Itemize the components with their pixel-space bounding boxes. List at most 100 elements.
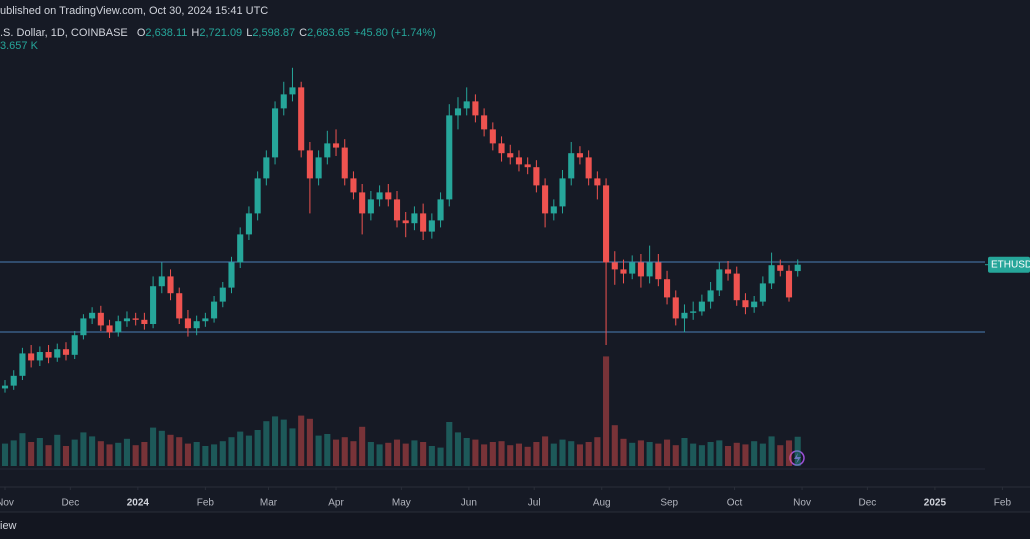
- ohlc-value: 2,721.09: [199, 27, 243, 39]
- candle-body: [785, 270, 793, 298]
- volume-bar: [97, 441, 104, 466]
- x-tick-label: Oct: [727, 498, 743, 509]
- volume-bar: [420, 442, 427, 466]
- price-label: ETHUSD: [991, 259, 1030, 270]
- volume-bar: [237, 431, 244, 466]
- volume-bar: [28, 442, 35, 466]
- volume-bar: [385, 442, 392, 466]
- candle-body: [463, 101, 470, 109]
- volume-bar: [489, 442, 496, 466]
- volume-bar: [498, 441, 505, 466]
- volume-bar: [376, 444, 383, 466]
- volume-bar: [707, 442, 714, 466]
- volume-bar: [45, 445, 52, 466]
- volume-bar: [629, 442, 636, 466]
- volume-bar: [663, 439, 671, 466]
- candle-body: [498, 143, 505, 154]
- x-tick-label: Jul: [528, 498, 541, 509]
- volume-bar: [794, 436, 801, 466]
- volume-bar: [1, 443, 9, 466]
- candle-body: [533, 167, 540, 186]
- candle-body: [585, 157, 592, 179]
- candle-body: [123, 318, 131, 322]
- volume-bar: [690, 443, 697, 466]
- candle-body: [733, 273, 740, 301]
- alert-icon[interactable]: [789, 450, 805, 466]
- drawn-lines: [0, 261, 985, 333]
- volume-bar: [184, 443, 191, 466]
- candle-body: [420, 213, 427, 232]
- volume-bar: [716, 440, 723, 466]
- volume-bar: [611, 425, 618, 466]
- candle-body: [367, 199, 374, 214]
- volume-bar: [585, 442, 592, 466]
- candle-body: [298, 87, 305, 151]
- x-tick-label: Dec: [61, 498, 79, 509]
- volume-bar: [594, 437, 601, 466]
- volume-bar: [733, 442, 740, 466]
- volume-bar: [306, 418, 313, 466]
- candle-body: [489, 129, 496, 144]
- volume-bar: [332, 439, 340, 466]
- candle-body: [550, 206, 557, 214]
- bottom-bar: [0, 512, 1030, 539]
- candle-body: [446, 115, 453, 200]
- volume-bar: [393, 439, 401, 466]
- candle-body: [716, 269, 723, 291]
- volume-bar: [263, 421, 270, 466]
- volume-bar: [158, 430, 165, 466]
- footer-text: iew: [0, 520, 17, 532]
- candle-body: [507, 153, 514, 158]
- candle-body: [637, 262, 644, 277]
- volume-bar: [211, 444, 218, 466]
- candle-body: [402, 220, 409, 224]
- candle-body: [454, 108, 462, 116]
- volume-bar: [193, 442, 200, 466]
- candle-body: [611, 262, 618, 270]
- ohlc-key: L: [246, 27, 253, 39]
- candle-body: [724, 269, 732, 274]
- candle-body: [672, 297, 679, 319]
- candle-body: [272, 108, 279, 158]
- volume-bar: [245, 435, 252, 466]
- candle-body: [54, 349, 61, 358]
- volume-bar: [472, 439, 479, 466]
- candle-body: [245, 213, 252, 235]
- candle-body: [237, 234, 244, 263]
- ohlc-value: 2,638.11: [145, 27, 188, 39]
- volume-bar: [446, 422, 453, 466]
- volume-bar: [89, 436, 96, 466]
- volume-bar: [481, 444, 488, 466]
- volume-bar: [176, 437, 183, 466]
- volume-bar: [785, 440, 793, 466]
- candle-body: [515, 157, 523, 165]
- volume-bar: [115, 442, 122, 466]
- volume-bar: [603, 356, 610, 466]
- x-tick-label: Aug: [593, 498, 611, 509]
- volume-bar: [777, 445, 784, 466]
- candle-body: [481, 115, 488, 130]
- volume-bar: [141, 442, 148, 466]
- candle-body: [62, 349, 70, 355]
- volume-bar: [507, 445, 514, 466]
- volume-bar: [359, 426, 366, 466]
- candle-body: [620, 269, 627, 274]
- x-tick-label: May: [392, 498, 411, 509]
- volume-bar: [681, 438, 688, 466]
- header-published: ublished on TradingView.com, Oct 30, 202…: [0, 5, 268, 17]
- volume-bar: [219, 441, 226, 466]
- x-tick-label: Feb: [197, 498, 215, 509]
- ohlc-key: O: [136, 27, 146, 39]
- candle-body: [19, 353, 26, 376]
- candle-body: [36, 352, 43, 361]
- candle-body: [524, 164, 531, 168]
- volume-bar: [428, 446, 435, 466]
- volume-bar: [298, 415, 305, 466]
- volume-bar: [350, 441, 357, 466]
- candle-body: [681, 312, 688, 319]
- candle-body: [10, 375, 17, 386]
- volume-bar: [36, 438, 43, 466]
- volume-bar: [515, 443, 523, 466]
- candle-body: [254, 178, 261, 214]
- candle-body: [228, 262, 235, 288]
